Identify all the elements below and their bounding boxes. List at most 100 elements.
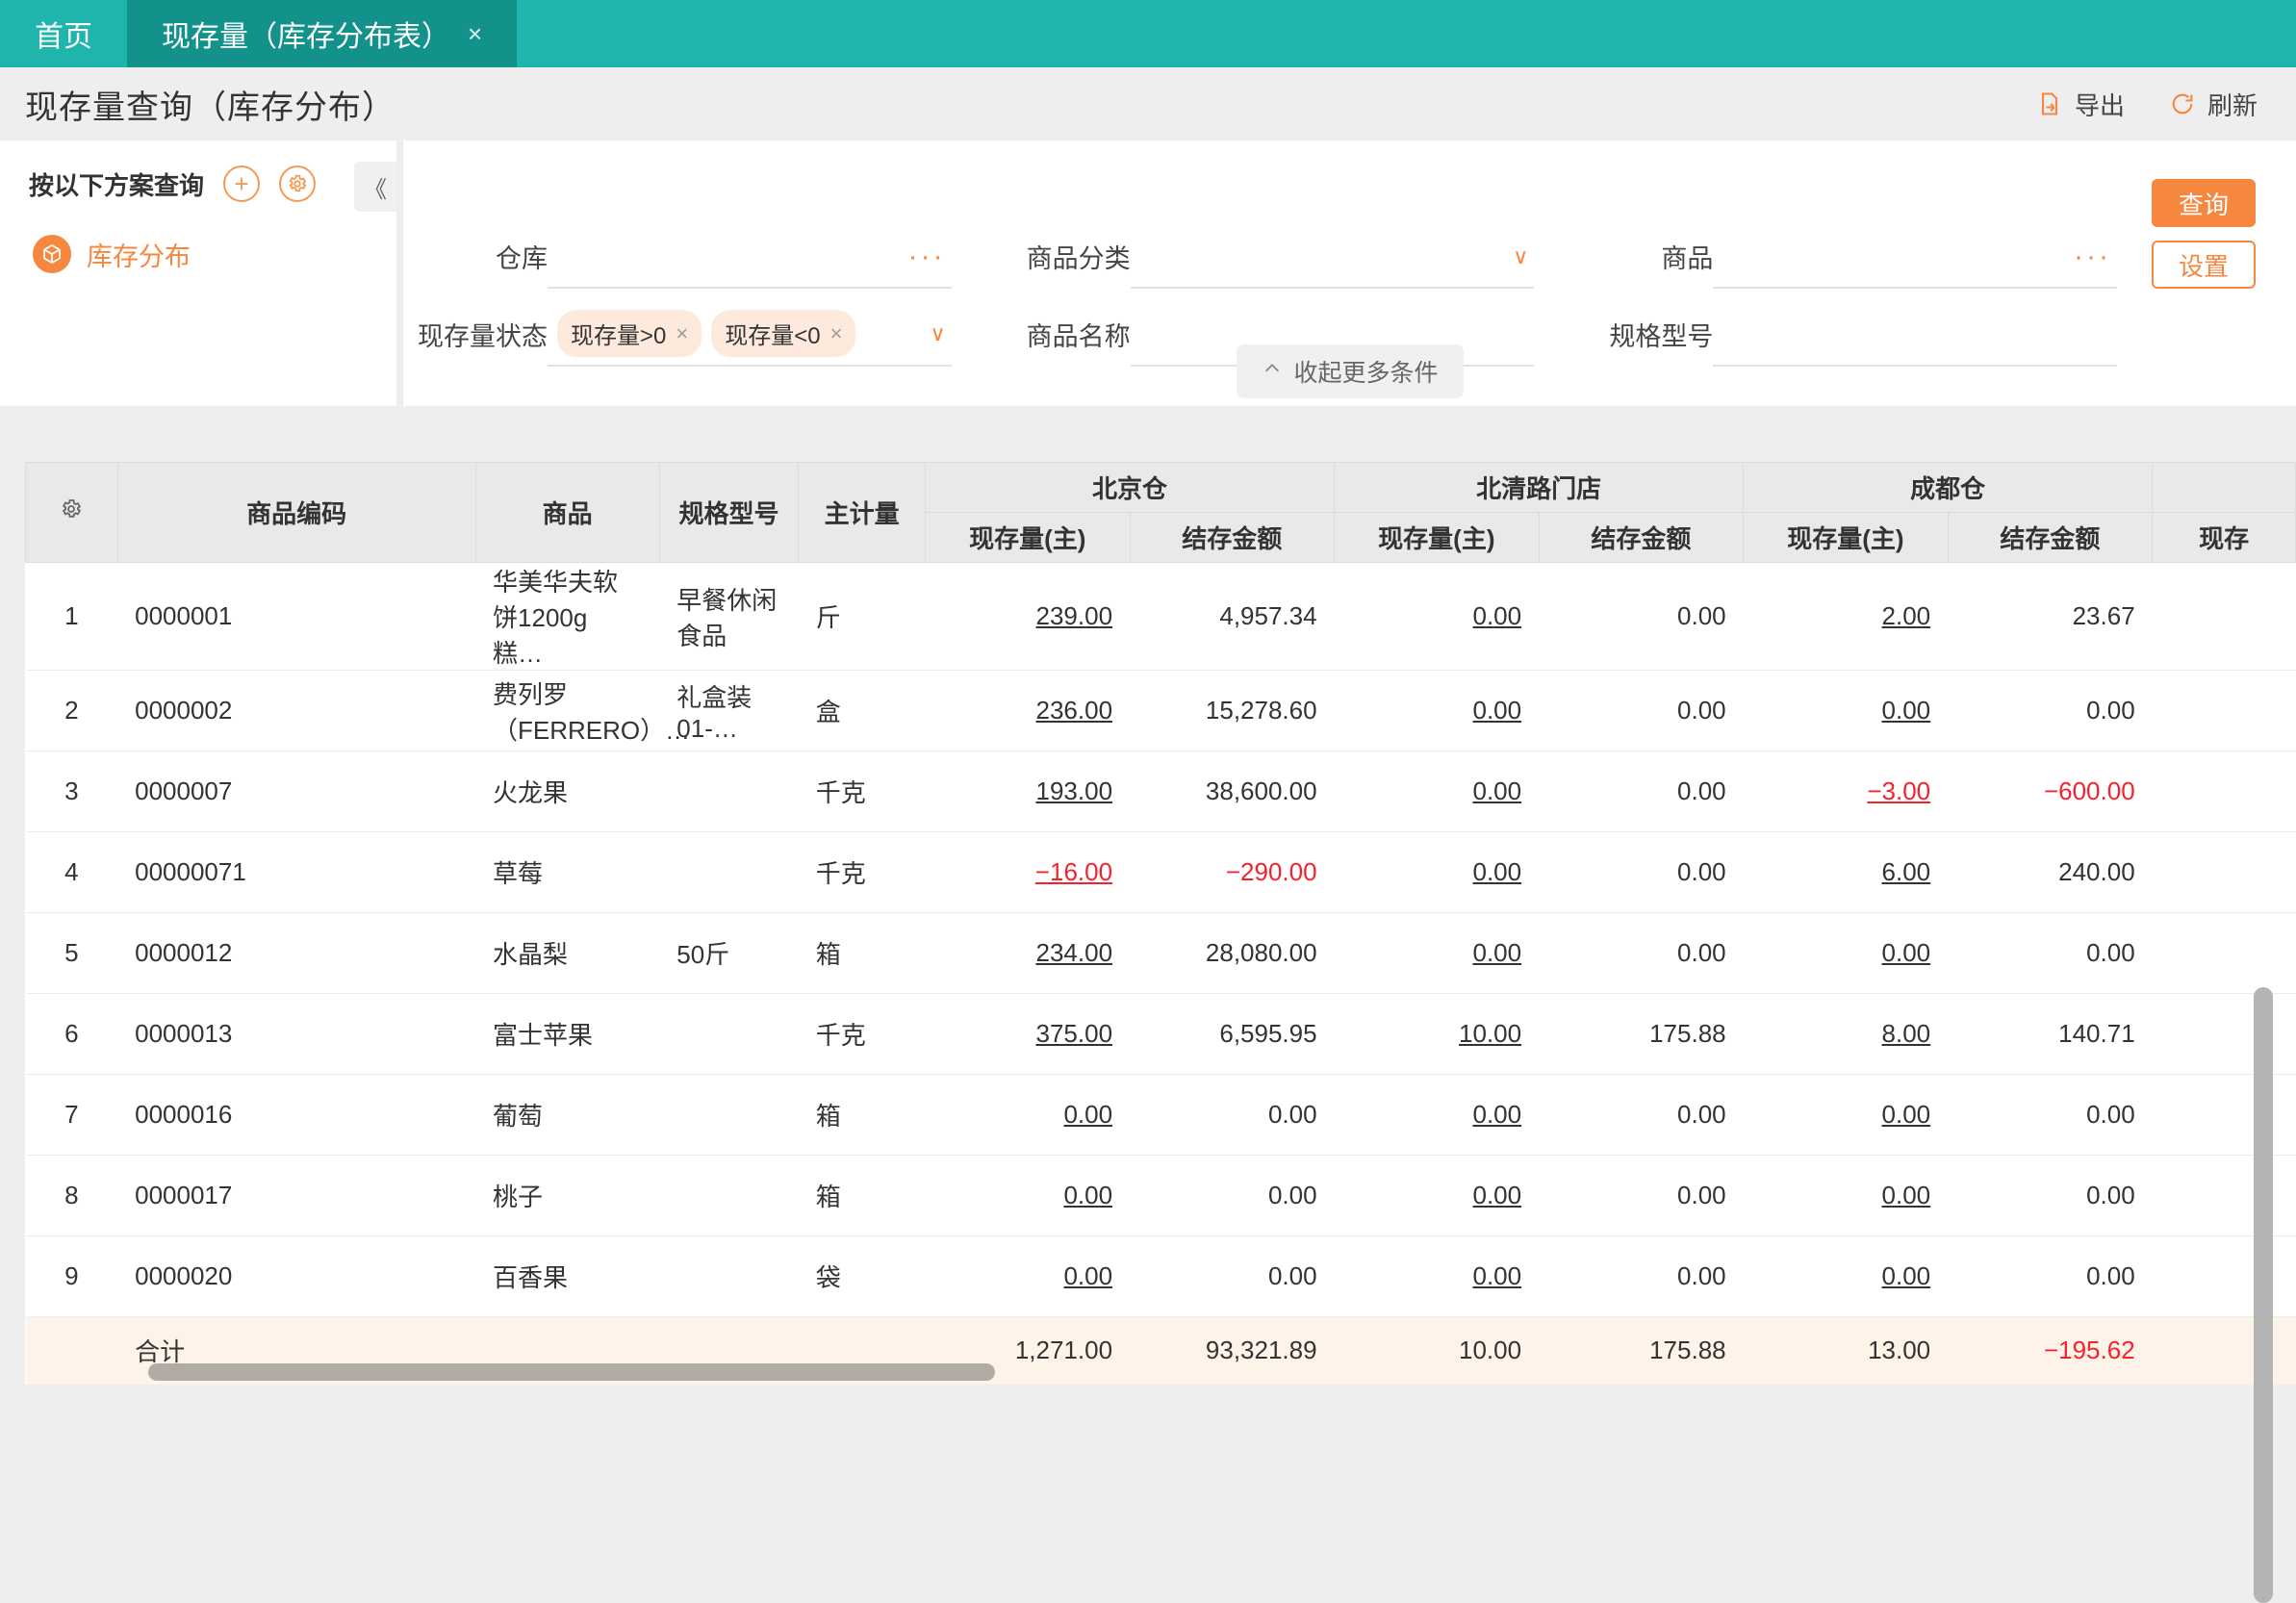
remove-tag-icon[interactable]: ×	[676, 320, 689, 345]
quantity-link[interactable]: 0.00	[1472, 1261, 1522, 1290]
query-button[interactable]: 查询	[2152, 179, 2256, 227]
cell-qty-beiqinglu[interactable]: 0.00	[1334, 912, 1540, 994]
quantity-link[interactable]: 0.00	[1472, 938, 1522, 967]
collapse-sidebar-button[interactable]: 《	[354, 162, 396, 212]
table-row[interactable]: 9 0000020 百香果 袋 0.00 0.00 0.00 0.00 0.00 0.00	[25, 1235, 2296, 1317]
quantity-link[interactable]: −3.00	[1867, 776, 1931, 805]
table-row[interactable]: 6 0000013 富士苹果 千克 375.00 6,595.95 10.00 175.88 8…	[25, 993, 2296, 1075]
add-scheme-button[interactable]: +	[223, 165, 261, 202]
collapse-more-conditions-button[interactable]: 收起更多条件	[1236, 344, 1464, 398]
vertical-scrollbar[interactable]	[2254, 987, 2273, 1603]
settings-button[interactable]: 设置	[2152, 241, 2256, 289]
quantity-link[interactable]: 234.00	[1035, 938, 1113, 967]
cell-qty-beijing[interactable]: 0.00	[925, 1074, 1131, 1156]
spec-input[interactable]	[1713, 313, 2117, 367]
product-input[interactable]: ···	[1713, 235, 2117, 289]
close-icon[interactable]: ×	[468, 19, 483, 48]
column-header-qty-chengdu[interactable]: 现存量(主)	[1743, 512, 1949, 563]
quantity-link[interactable]: 193.00	[1035, 776, 1113, 805]
column-header-amount-chengdu[interactable]: 结存金额	[1947, 512, 2154, 563]
cell-qty-beijing[interactable]: 0.00	[925, 1235, 1131, 1317]
chevron-down-icon[interactable]: ∨	[1513, 244, 1529, 268]
quantity-link[interactable]: 236.00	[1035, 696, 1113, 725]
quantity-link[interactable]: 0.00	[1881, 1261, 1931, 1290]
quantity-link[interactable]: 0.00	[1881, 696, 1931, 725]
cell-qty-beiqinglu[interactable]: 0.00	[1334, 670, 1540, 751]
quantity-link[interactable]: 0.00	[1472, 696, 1522, 725]
quantity-link[interactable]: 239.00	[1035, 601, 1113, 630]
column-header-amount-beijing[interactable]: 结存金额	[1129, 512, 1336, 563]
quantity-link[interactable]: 0.00	[1063, 1181, 1113, 1209]
quantity-link[interactable]: 0.00	[1472, 601, 1522, 630]
quantity-link[interactable]: −16.00	[1034, 857, 1113, 886]
refresh-button[interactable]: 刷新	[2169, 87, 2258, 122]
quantity-link[interactable]: 0.00	[1472, 1100, 1522, 1129]
cell-qty-chengdu[interactable]: −3.00	[1743, 751, 1949, 832]
cell-qty-beiqinglu[interactable]: 0.00	[1334, 1074, 1540, 1156]
table-row[interactable]: 7 0000016 葡萄 箱 0.00 0.00 0.00 0.00 0.00 0.00	[25, 1074, 2296, 1156]
quantity-link[interactable]: 6.00	[1881, 857, 1931, 886]
horizontal-scrollbar[interactable]	[148, 1362, 995, 1381]
column-header-amount-beiqinglu[interactable]: 结存金额	[1538, 512, 1745, 563]
table-row[interactable]: 3 0000007 火龙果 千克 193.00 38,600.00 0.00 0.00 −3.0…	[25, 751, 2296, 832]
quantity-link[interactable]: 0.00	[1881, 938, 1931, 967]
cell-qty-chengdu[interactable]: 0.00	[1743, 1235, 1949, 1317]
cell-qty-beijing[interactable]: 375.00	[925, 993, 1131, 1075]
quantity-link[interactable]: 375.00	[1035, 1019, 1113, 1048]
table-row[interactable]: 2 0000002 费列罗（FERRERO）… 礼盒装01-… 盒 236.00 15,27…	[25, 670, 2296, 751]
more-options-icon[interactable]: ···	[907, 241, 946, 272]
table-row[interactable]: 5 0000012 水晶梨 50斤箱 234.00 28,080.00 0.00 0.00 0.…	[25, 912, 2296, 994]
cell-qty-chengdu[interactable]: 0.00	[1743, 912, 1949, 994]
tab-inventory-distribution[interactable]: 现存量（库存分布表） ×	[127, 0, 518, 67]
cell-qty-chengdu[interactable]: 6.00	[1743, 831, 1949, 913]
warehouse-input[interactable]: ···	[548, 235, 952, 289]
column-header-qty-beijing[interactable]: 现存量(主)	[925, 512, 1131, 563]
cell-qty-chengdu[interactable]: 8.00	[1743, 993, 1949, 1075]
filter-tag[interactable]: 现存量>0 ×	[557, 310, 702, 357]
more-options-icon[interactable]: ···	[2074, 241, 2111, 272]
cell-qty-beiqinglu[interactable]: 0.00	[1334, 1155, 1540, 1236]
cell-qty-chengdu[interactable]: 0.00	[1743, 1074, 1949, 1156]
cell-qty-beijing[interactable]: 0.00	[925, 1155, 1131, 1236]
table-row[interactable]: 8 0000017 桃子 箱 0.00 0.00 0.00 0.00 0.00 0.00	[25, 1155, 2296, 1236]
export-button[interactable]: 导出	[2036, 87, 2125, 122]
column-header-unit[interactable]: 主计量	[798, 462, 927, 563]
category-input[interactable]: ∨	[1130, 235, 1535, 289]
cell-qty-beiqinglu[interactable]: 0.00	[1334, 751, 1540, 832]
sidebar-item-inventory-distribution[interactable]: 库存分布	[0, 202, 396, 273]
cell-qty-beiqinglu[interactable]: 10.00	[1334, 993, 1540, 1075]
cell-qty-beiqinglu[interactable]: 0.00	[1334, 831, 1540, 913]
table-settings-icon[interactable]	[25, 462, 118, 563]
quantity-link[interactable]: 0.00	[1472, 776, 1522, 805]
cell-qty-beiqinglu[interactable]: 0.00	[1334, 1235, 1540, 1317]
gear-icon[interactable]	[279, 165, 317, 202]
cell-qty-chengdu[interactable]: 2.00	[1743, 562, 1949, 671]
tab-home[interactable]: 首页	[0, 0, 127, 67]
quantity-link[interactable]: 0.00	[1881, 1181, 1931, 1209]
quantity-link[interactable]: 2.00	[1881, 601, 1931, 630]
quantity-link[interactable]: 0.00	[1472, 1181, 1522, 1209]
cell-qty-beijing[interactable]: 234.00	[925, 912, 1131, 994]
column-header-spec[interactable]: 规格型号	[658, 462, 800, 563]
cell-qty-beiqinglu[interactable]: 0.00	[1334, 562, 1540, 671]
cell-qty-chengdu[interactable]: 0.00	[1743, 1155, 1949, 1236]
table-row[interactable]: 4 00000071 草莓 千克 −16.00 −290.00 0.00 0.00 6.00 24…	[25, 831, 2296, 913]
cell-qty-beijing[interactable]: 236.00	[925, 670, 1131, 751]
cell-qty-chengdu[interactable]: 0.00	[1743, 670, 1949, 751]
chevron-down-icon[interactable]: ∨	[930, 320, 946, 345]
column-header-qty-partial[interactable]: 现存	[2152, 512, 2296, 563]
table-row[interactable]: 1 0000001 华美华夫软饼1200g 糕… 早餐休闲食品斤 239.00 4,957…	[25, 562, 2296, 671]
quantity-link[interactable]: 0.00	[1881, 1100, 1931, 1129]
quantity-link[interactable]: 0.00	[1472, 857, 1522, 886]
filter-tag[interactable]: 现存量<0 ×	[711, 310, 856, 357]
cell-qty-beijing[interactable]: −16.00	[925, 831, 1131, 913]
stock-status-input[interactable]: 现存量>0 × 现存量<0 × ∨	[548, 310, 952, 367]
remove-tag-icon[interactable]: ×	[829, 320, 843, 345]
cell-qty-beijing[interactable]: 239.00	[925, 562, 1131, 671]
column-header-code[interactable]: 商品编码	[116, 462, 476, 563]
column-header-qty-beiqinglu[interactable]: 现存量(主)	[1334, 512, 1540, 563]
cell-qty-beijing[interactable]: 193.00	[925, 751, 1131, 832]
quantity-link[interactable]: 0.00	[1063, 1100, 1113, 1129]
quantity-link[interactable]: 8.00	[1881, 1019, 1931, 1048]
quantity-link[interactable]: 10.00	[1459, 1019, 1522, 1048]
